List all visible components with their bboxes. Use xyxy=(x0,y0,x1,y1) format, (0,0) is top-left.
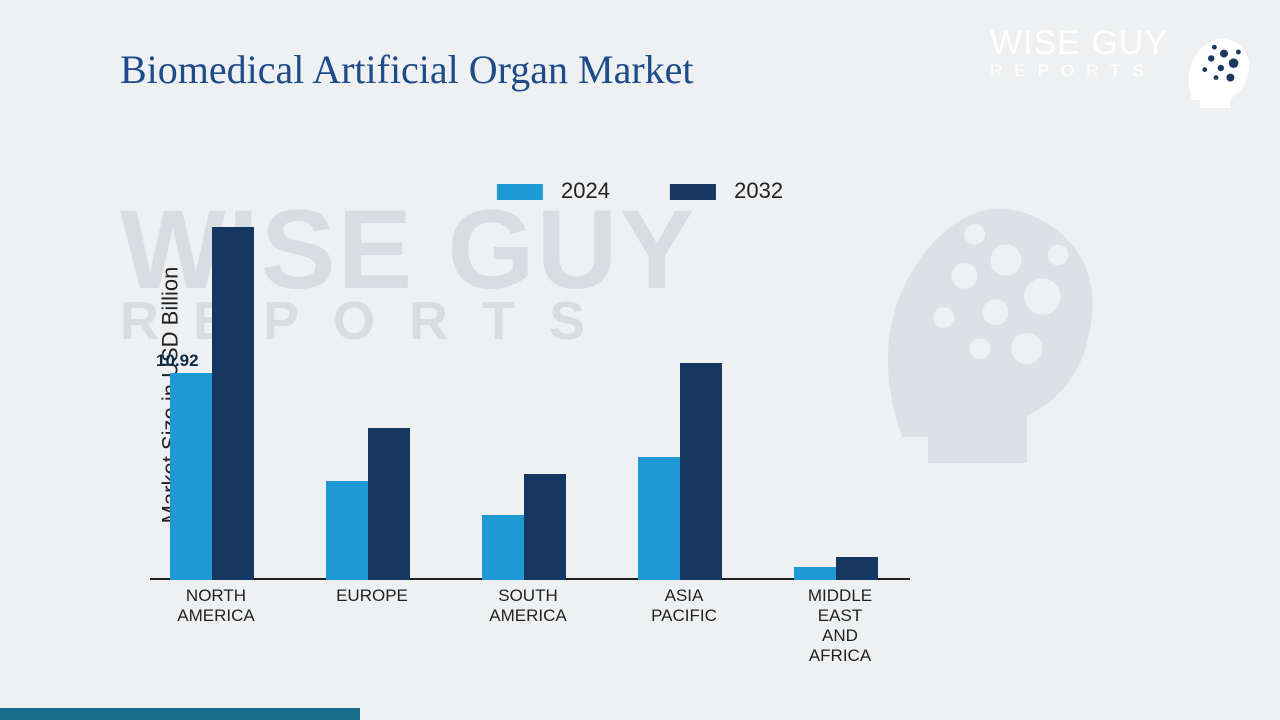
x-axis-category-label: SOUTHAMERICA xyxy=(462,580,594,626)
bar-2032 xyxy=(524,474,566,580)
bar-2032 xyxy=(836,557,878,580)
bottom-accent-bar xyxy=(0,708,360,720)
x-axis-category-label: ASIAPACIFIC xyxy=(618,580,750,626)
bar-2024 xyxy=(794,567,836,580)
bar-2032 xyxy=(680,363,722,580)
plot-region: 10.92NORTHAMERICAEUROPESOUTHAMERICAASIAP… xyxy=(150,200,910,580)
x-axis-category-label: MIDDLEEASTANDAFRICA xyxy=(774,580,906,666)
x-axis-category-label: NORTHAMERICA xyxy=(150,580,282,626)
bar-2024 xyxy=(326,481,368,580)
bar-2024 xyxy=(170,373,212,580)
brand-logo: WISE GUY REPORTS xyxy=(990,24,1250,81)
bar-value-label: 10.92 xyxy=(156,351,199,371)
brand-head-icon xyxy=(1176,28,1256,108)
bar-2024 xyxy=(482,515,524,580)
bar-2024 xyxy=(638,457,680,581)
x-axis-category-label: EUROPE xyxy=(306,580,438,606)
chart-title: Biomedical Artificial Organ Market xyxy=(120,46,694,93)
chart-area: Market Size in USD Billion 10.92NORTHAME… xyxy=(92,170,912,620)
bar-2032 xyxy=(212,227,254,580)
stage: Biomedical Artificial Organ Market WISE … xyxy=(0,0,1280,720)
bar-2032 xyxy=(368,428,410,580)
